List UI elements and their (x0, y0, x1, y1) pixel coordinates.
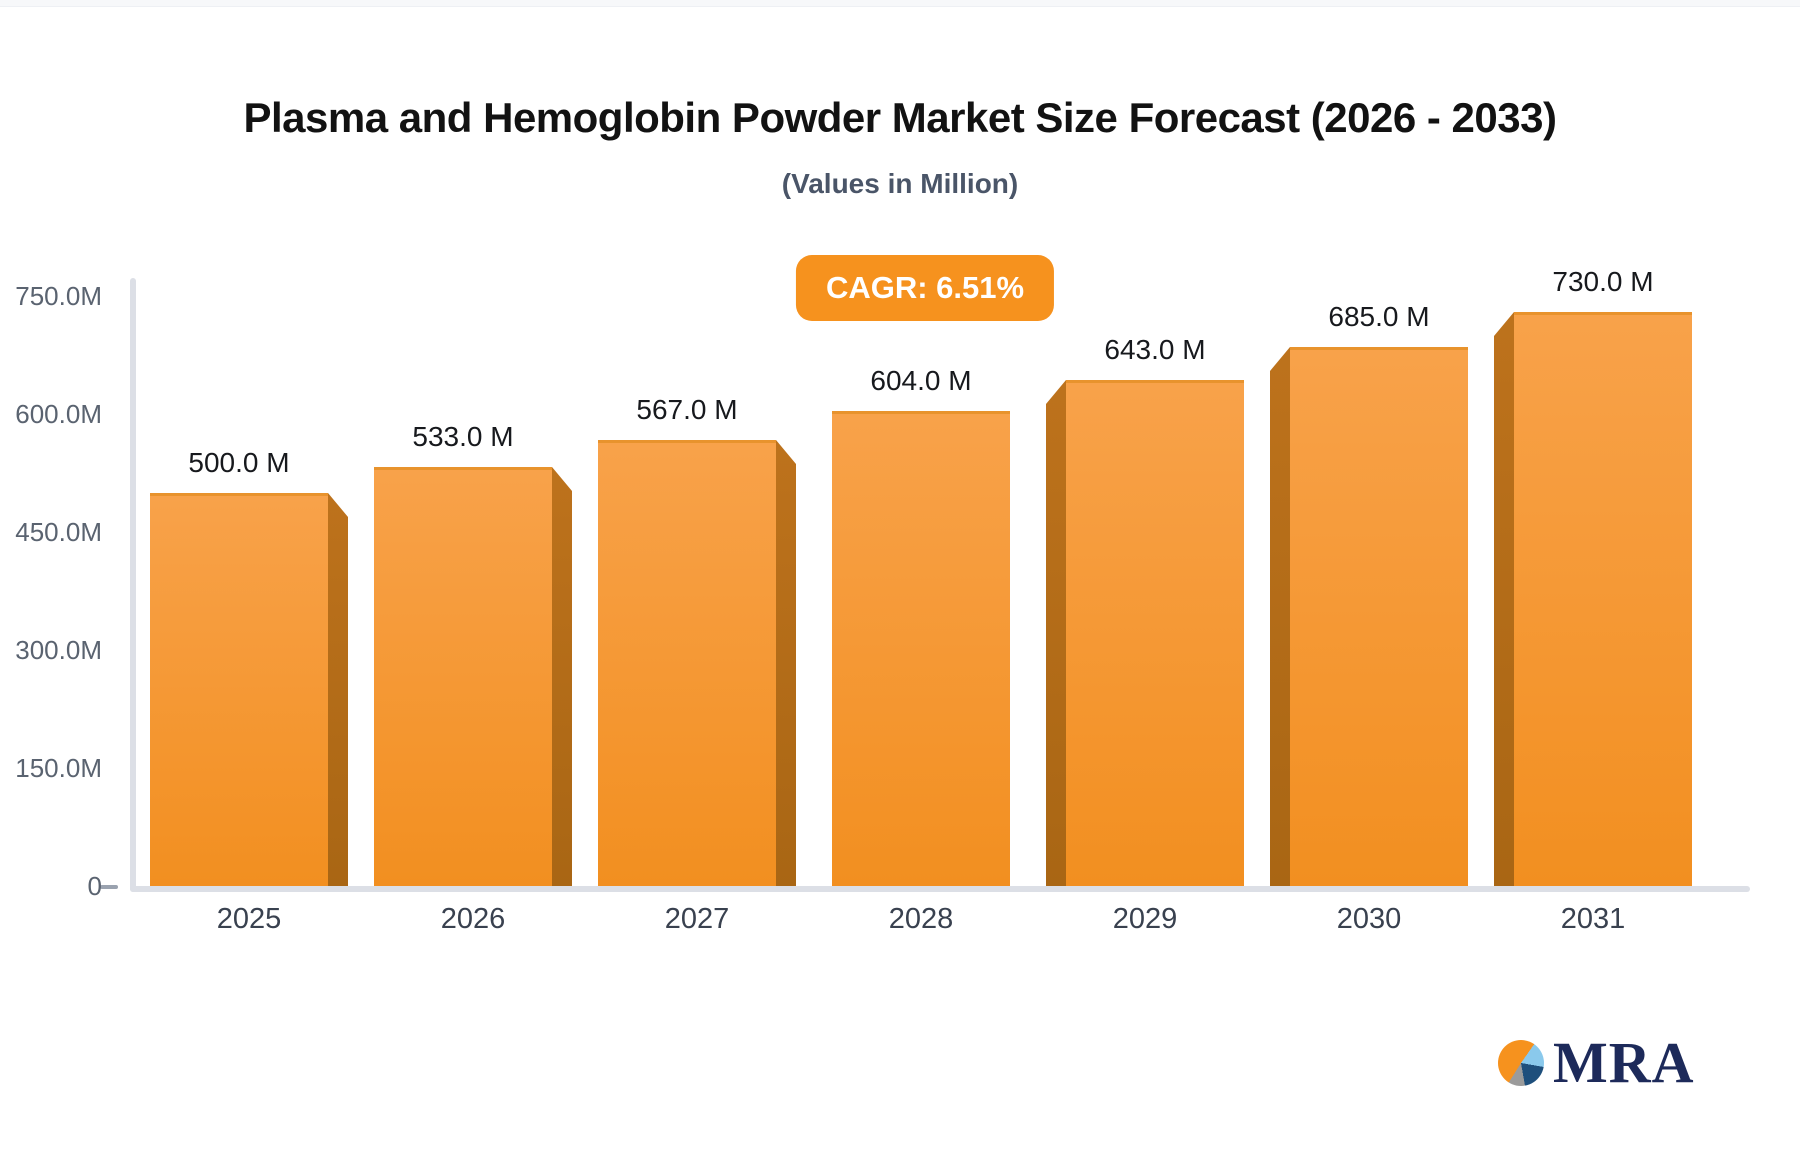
pie-chart-logo-icon (1498, 1040, 1544, 1086)
bar-front-face (832, 411, 1010, 886)
bar-value-label: 500.0 M (188, 447, 290, 478)
bar-front-face (598, 440, 776, 886)
x-axis-label-2029: 2029 (1112, 903, 1178, 935)
bar-front-face (374, 467, 552, 886)
x-axis-label-2025: 2025 (216, 903, 282, 935)
y-axis-label-750: 750.0M (15, 281, 102, 311)
bar-value-label: 730.0 M (1552, 266, 1654, 297)
bar-2028[interactable]: 604.0 M (832, 365, 1010, 886)
bar-side-face (776, 440, 796, 886)
x-axis-label-2030: 2030 (1336, 903, 1402, 935)
y-axis-label-0: 0 (87, 871, 102, 901)
bar-2029[interactable]: 643.0 M (1046, 334, 1244, 886)
bar-2025[interactable]: 500.0 M (150, 447, 348, 886)
chart-title: Plasma and Hemoglobin Powder Market Size… (243, 94, 1557, 141)
bar-value-label: 604.0 M (870, 365, 972, 396)
y-axis-label-450: 450.0M (15, 517, 102, 547)
y-axis-line (130, 278, 136, 892)
zero-tick-mark (100, 885, 118, 889)
bar-value-label: 567.0 M (636, 394, 738, 425)
bar-value-label: 685.0 M (1328, 301, 1430, 332)
y-axis-label-150: 150.0M (15, 753, 102, 783)
bar-front-face (1290, 347, 1468, 886)
y-axis-label-300: 300.0M (15, 635, 102, 665)
bar-2027[interactable]: 567.0 M (598, 394, 796, 886)
bar-2030[interactable]: 685.0 M (1270, 301, 1468, 886)
bar-front-face (1514, 312, 1692, 886)
x-axis-label-2026: 2026 (440, 903, 506, 935)
bar-side-face (1270, 347, 1290, 886)
bar-side-face (328, 493, 348, 886)
bar-value-label: 533.0 M (412, 421, 514, 452)
x-axis-label-2027: 2027 (664, 903, 730, 935)
bar-side-face (1494, 312, 1514, 886)
x-axis-line (130, 886, 1750, 892)
logo-text: MRA (1553, 1030, 1695, 1095)
bar-2031[interactable]: 730.0 M (1494, 266, 1692, 886)
bar-value-label: 643.0 M (1104, 334, 1206, 365)
x-axis-label-2028: 2028 (888, 903, 954, 935)
top-edge-strip (0, 0, 1800, 7)
cagr-badge: CAGR: 6.51% (795, 255, 1055, 321)
y-axis-label-600: 600.0M (15, 399, 102, 429)
x-axis-label-2031: 2031 (1560, 903, 1626, 935)
bar-side-face (1046, 380, 1066, 886)
chart-subtitle: (Values in Million) (781, 168, 1019, 199)
bar-side-face (552, 467, 572, 886)
bar-2026[interactable]: 533.0 M (374, 421, 572, 886)
bar-front-face (1066, 380, 1244, 886)
bar-front-face (150, 493, 328, 886)
brand-logo[interactable]: MRA (1498, 1034, 1695, 1092)
